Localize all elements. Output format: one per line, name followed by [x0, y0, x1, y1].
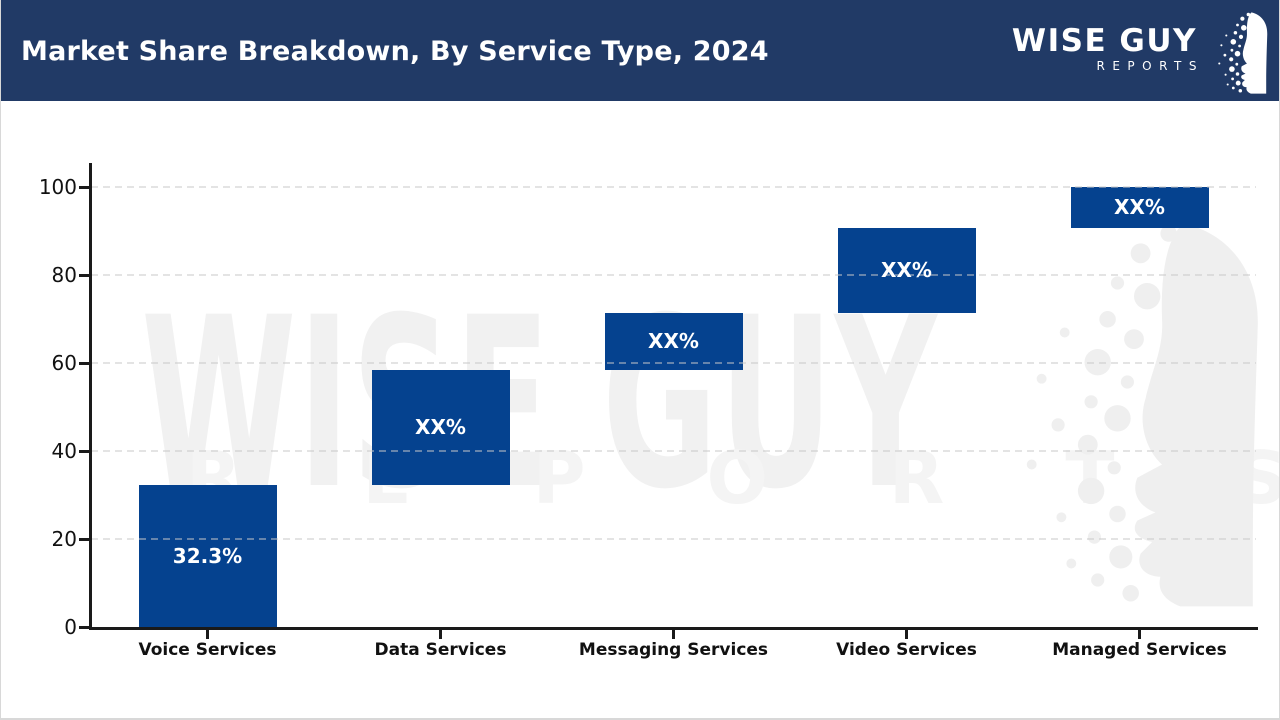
gridline-80: [91, 274, 1256, 276]
gridline-100: [91, 186, 1256, 188]
page-title: Market Share Breakdown, By Service Type,…: [21, 36, 769, 67]
x-tick-3: [905, 630, 908, 639]
x-tick-label-4: Managed Services: [1052, 640, 1227, 660]
logo-subtitle: REPORTS: [1096, 59, 1204, 73]
x-tick-label-1: Data Services: [374, 640, 507, 660]
x-tick-label-0: Voice Services: [138, 640, 277, 660]
wise-guy-reports-logo: WISE GUY REPORTS: [1012, 6, 1269, 96]
y-tick-label-0: 0: [64, 615, 77, 639]
bar-label-0: 32.3%: [172, 543, 243, 568]
bar-2: [604, 312, 743, 371]
y-tick-0: [79, 626, 89, 629]
y-tick-label-100: 100: [38, 175, 77, 199]
bar-3: [837, 227, 976, 313]
y-tick-label-40: 40: [51, 439, 77, 463]
y-tick-20: [79, 538, 89, 541]
y-tick-80: [79, 274, 89, 277]
gridline-40: [91, 450, 1256, 452]
x-tick-label-3: Video Services: [836, 640, 977, 660]
logo-wordmark: WISE GUY: [1011, 23, 1197, 59]
bar-label-3: XX%: [881, 258, 932, 283]
y-tick-label-20: 20: [51, 527, 77, 551]
bar-4: [1070, 187, 1209, 228]
gridline-60: [91, 362, 1256, 364]
gridline-20: [91, 538, 1256, 540]
bar-label-4: XX%: [1114, 195, 1165, 220]
logo-head-icon: [1199, 11, 1269, 95]
x-tick-1: [439, 630, 442, 639]
x-axis-line: [89, 627, 1258, 630]
y-tick-label-60: 60: [51, 351, 77, 375]
y-tick-40: [79, 450, 89, 453]
y-tick-60: [79, 362, 89, 365]
bar-label-1: XX%: [415, 415, 466, 440]
x-tick-2: [672, 630, 675, 639]
y-axis-line: [89, 163, 92, 629]
y-tick-100: [79, 186, 89, 189]
bar-label-2: XX%: [648, 329, 699, 354]
x-tick-4: [1138, 630, 1141, 639]
logo-text: WISE GUY REPORTS: [1012, 24, 1197, 74]
x-tick-label-2: Messaging Services: [578, 640, 769, 660]
x-tick-0: [206, 630, 209, 639]
bar-1: [371, 370, 510, 485]
y-tick-label-80: 80: [51, 263, 77, 287]
bar-0: [138, 484, 277, 627]
header-bar: Market Share Breakdown, By Service Type,…: [1, 0, 1279, 101]
